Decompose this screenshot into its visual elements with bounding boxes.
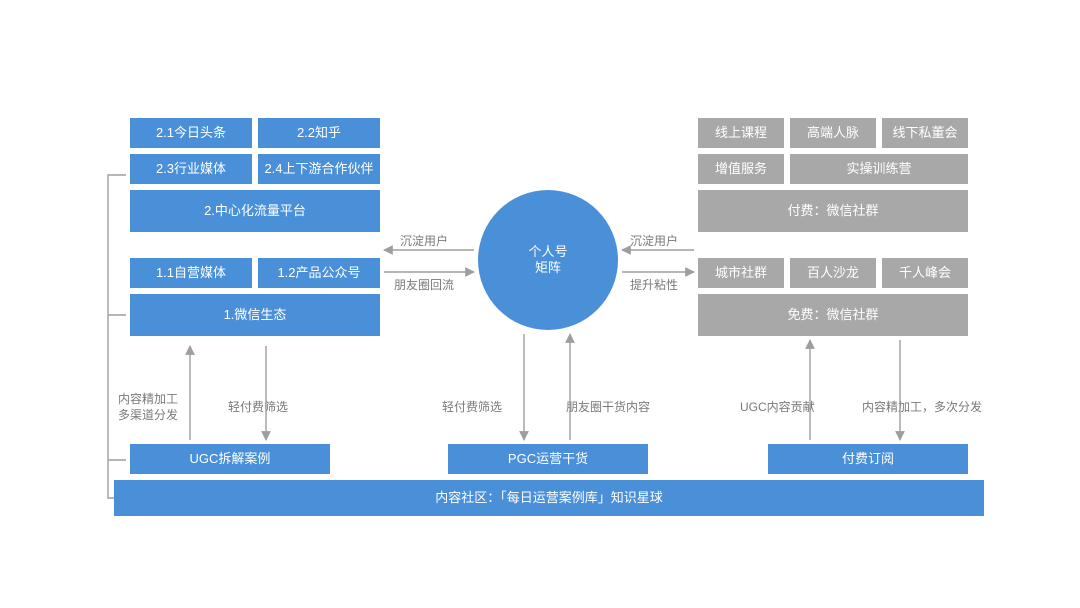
node-central-traffic: 2.中心化流量平台 — [130, 190, 380, 232]
label-down-left1b: 多渠道分发 — [118, 406, 178, 423]
node-industry-media: 2.3行业媒体 — [130, 154, 252, 184]
node-value-add: 增值服务 — [698, 154, 784, 184]
label-right-top: 沉淀用户 — [630, 232, 678, 249]
node-wechat-ecosystem: 1.微信生态 — [130, 294, 380, 336]
node-salon: 百人沙龙 — [790, 258, 876, 288]
node-product-account: 1.2产品公众号 — [258, 258, 380, 288]
center-line2: 矩阵 — [535, 260, 561, 276]
center-line1: 个人号 — [528, 244, 567, 260]
label-down-left1a: 内容精加工 — [118, 390, 178, 407]
diagram-canvas: 2.1今日头条 2.2知乎 2.3行业媒体 2.4上下游合作伙伴 2.中心化流量… — [0, 0, 1080, 608]
node-elite-network: 高端人脉 — [790, 118, 876, 148]
label-down-right2: 内容精加工，多次分发 — [862, 398, 982, 415]
node-training-camp: 实操训练营 — [790, 154, 968, 184]
label-down-left2: 轻付费筛选 — [228, 398, 288, 415]
node-online-course: 线上课程 — [698, 118, 784, 148]
label-right-bot: 提升粘性 — [630, 276, 678, 293]
node-center-circle: 个人号 矩阵 — [478, 190, 618, 330]
label-down-right1: UGC内容贡献 — [740, 398, 815, 415]
node-partners: 2.4上下游合作伙伴 — [258, 154, 380, 184]
node-free-wechat: 免费：微信社群 — [698, 294, 968, 336]
label-left-bot: 朋友圈回流 — [394, 276, 454, 293]
label-left-top: 沉淀用户 — [400, 232, 448, 249]
node-city-community: 城市社群 — [698, 258, 784, 288]
label-down-mid2: 朋友圈干货内容 — [566, 398, 650, 415]
node-ugc-cases: UGC拆解案例 — [130, 444, 330, 474]
node-zhihu: 2.2知乎 — [258, 118, 380, 148]
node-content-community: 内容社区：「每日运营案例库」知识星球 — [114, 480, 984, 516]
label-down-mid1: 轻付费筛选 — [442, 398, 502, 415]
node-offline-board: 线下私董会 — [882, 118, 968, 148]
node-paid-sub: 付费订阅 — [768, 444, 968, 474]
node-self-media: 1.1自营媒体 — [130, 258, 252, 288]
node-paid-wechat: 付费：微信社群 — [698, 190, 968, 232]
node-toutiao: 2.1今日头条 — [130, 118, 252, 148]
node-pgc-content: PGC运营干货 — [448, 444, 648, 474]
node-summit: 千人峰会 — [882, 258, 968, 288]
